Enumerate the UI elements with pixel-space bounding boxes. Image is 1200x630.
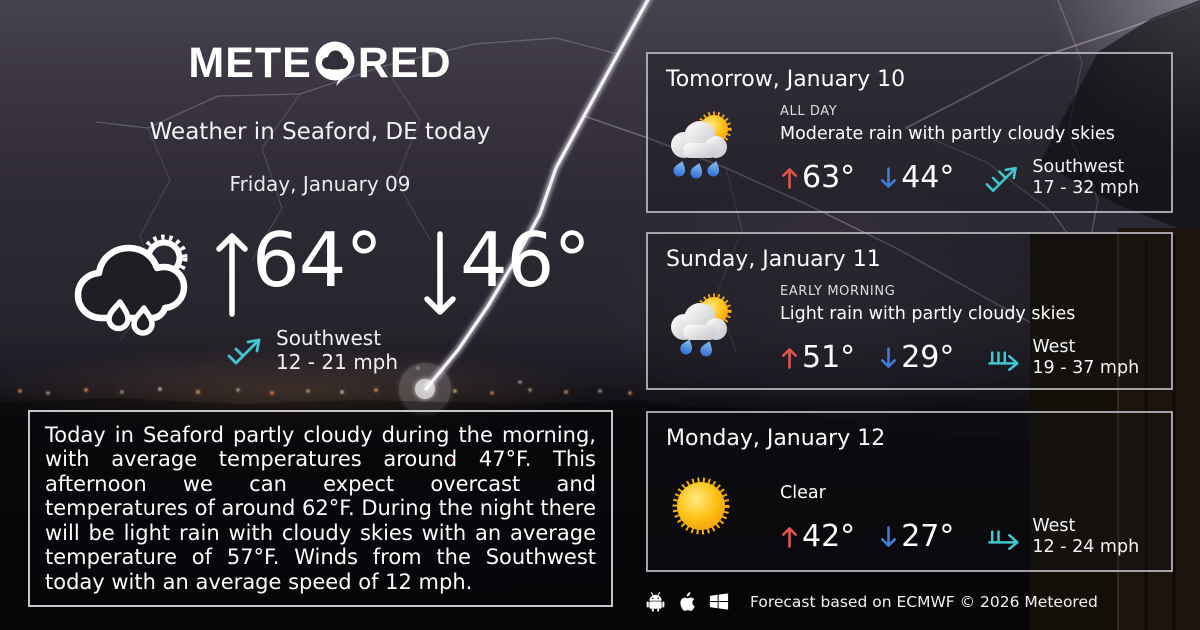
today-temperatures: 64° 46° (214, 216, 591, 320)
wind-barb-northeast-icon (985, 166, 1018, 192)
page-date: Friday, January 09 (229, 172, 411, 196)
arrow-down-icon (881, 166, 897, 188)
sun-cloud-rain-outline-icon (74, 234, 188, 336)
lightning-main-bolt (399, 0, 653, 415)
android-icon (646, 592, 665, 612)
meteored-cloud-bubble-icon (315, 41, 355, 86)
card-wind: West 19 - 37 mph (984, 337, 1139, 378)
card-wind-direction: Southwest (1032, 157, 1125, 177)
today-high: 64° (214, 216, 383, 320)
today-wind-range: 12 - 21 mph (276, 350, 399, 374)
logo-text-prefix: METE (188, 38, 312, 87)
arrow-down-icon (424, 231, 456, 315)
arrow-up-icon (216, 233, 248, 317)
platform-icons (646, 591, 742, 612)
card-high: 51° (780, 342, 855, 373)
wind-barb-east-icon (988, 529, 1020, 550)
card-low: 29° (879, 342, 954, 373)
period-label: EARLY MORNING (780, 284, 896, 299)
arrow-down-icon (881, 346, 897, 368)
today-low: 46° (422, 216, 591, 320)
forecast-card-sunday: Sunday, January 11 (646, 232, 1173, 390)
card-description: Clear (780, 483, 826, 503)
card-low: 44° (879, 162, 954, 193)
forecast-summary: Today in Seaford partly cloudy during th… (28, 410, 613, 608)
card-high: 42° (780, 521, 855, 552)
logo-text-suffix: RED (357, 38, 452, 87)
today-column: METE RED Weather in Seaford, DE today Fr… (0, 0, 640, 196)
card-description: Light rain with partly cloudy skies (780, 304, 1076, 324)
sun-cloud-rain-2-icon (671, 293, 732, 357)
apple-icon (680, 592, 695, 611)
forecast-card-tomorrow: Tomorrow, January 10 (646, 52, 1173, 213)
card-wind-direction: West (1032, 337, 1076, 357)
card-title: Tomorrow, January 10 (666, 67, 906, 92)
card-wind-range: 19 - 37 mph (1032, 357, 1140, 378)
city-lights (18, 366, 632, 463)
card-wind-range: 12 - 24 mph (1032, 536, 1140, 557)
card-wind-range: 17 - 32 mph (1032, 177, 1140, 198)
today-high-value: 64° (252, 216, 383, 304)
page-title: Weather in Seaford, DE today (149, 119, 491, 145)
arrow-up-icon (782, 526, 797, 548)
sun-icon (672, 477, 730, 535)
arrow-up-icon (782, 347, 797, 369)
card-high: 63° (780, 162, 855, 193)
footer-attribution: Forecast based on ECMWF © 2026 Meteored (750, 592, 1098, 611)
card-description: Moderate rain with partly cloudy skies (780, 124, 1115, 144)
arrow-down-icon (881, 525, 897, 547)
sun-cloud-rain-3-icon (671, 111, 732, 179)
forecast-card-monday: Monday, January 12 Clear 42° (646, 411, 1173, 572)
meteored-logo: METE RED (0, 40, 640, 86)
windows-icon (709, 593, 729, 610)
arrow-up-icon (782, 167, 797, 189)
today-low-value: 46° (459, 216, 591, 304)
card-wind-direction: West (1032, 516, 1076, 536)
card-title: Monday, January 12 (666, 426, 886, 451)
card-wind: West 12 - 24 mph (984, 516, 1139, 557)
period-label: ALL DAY (780, 104, 838, 119)
period-label (780, 463, 1139, 479)
card-wind: Southwest 17 - 32 mph (984, 157, 1139, 198)
card-title: Sunday, January 11 (666, 247, 881, 272)
card-low: 27° (879, 521, 954, 552)
today-wind: Southwest 12 - 21 mph (226, 326, 398, 374)
today-conditions: 64° 46° (68, 216, 591, 348)
wind-barb-northeast-icon (227, 338, 261, 365)
wind-barb-east-icon (988, 350, 1020, 371)
footer: Forecast based on ECMWF © 2026 Meteored (646, 591, 1173, 612)
today-wind-direction: Southwest (276, 326, 382, 350)
